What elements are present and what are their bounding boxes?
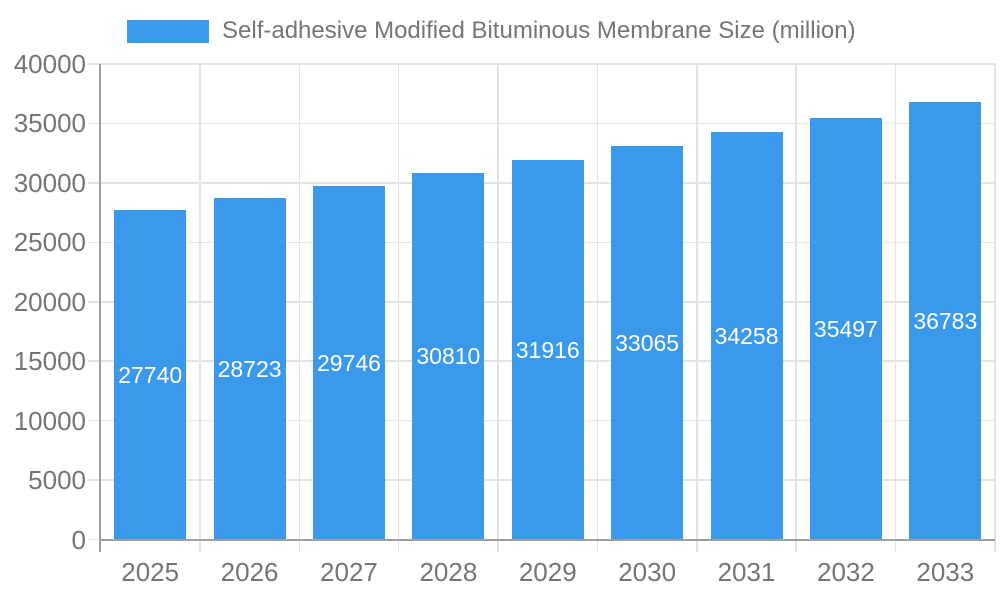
- y-axis-tick-label: 10000: [13, 405, 86, 436]
- y-axis-tick-label: 25000: [13, 227, 86, 258]
- bar-value-label: 29746: [316, 349, 381, 376]
- y-axis-tick-label: 35000: [13, 108, 86, 139]
- x-axis-tick-label: 2028: [419, 557, 478, 587]
- y-axis-tick: [87, 360, 101, 362]
- x-gridline: [795, 64, 797, 552]
- y-axis-tick: [87, 301, 101, 303]
- x-gridline: [298, 64, 301, 552]
- y-gridline: [100, 122, 995, 125]
- bar-value-label: 28723: [217, 355, 282, 382]
- chart-legend[interactable]: Self-adhesive Modified Bituminous Membra…: [127, 16, 856, 46]
- y-axis-tick: [87, 182, 101, 184]
- y-axis-tick-label: 30000: [13, 167, 86, 198]
- x-gridline: [397, 64, 400, 552]
- bar-value-label: 30810: [416, 343, 481, 370]
- bar-2033: 36783: [909, 102, 982, 540]
- bar-2029: 31916: [511, 160, 584, 540]
- x-axis-tick-label: 2027: [320, 557, 378, 587]
- x-gridline: [497, 64, 499, 552]
- y-axis-tick-label: 15000: [13, 346, 86, 377]
- bar-2027: 29746: [312, 185, 385, 540]
- y-axis-tick: [87, 538, 101, 541]
- y-axis-tick: [87, 122, 101, 125]
- x-axis-tick-label: 2033: [916, 557, 975, 587]
- y-axis-tick: [87, 419, 101, 422]
- legend-label: Self-adhesive Modified Bituminous Membra…: [222, 17, 856, 44]
- bar-value-label: 27740: [118, 361, 183, 388]
- bar-value-label: 36783: [913, 307, 978, 334]
- bar-2026: 28723: [213, 198, 286, 540]
- x-axis-tick-label: 2030: [618, 557, 677, 587]
- bar-value-label: 33065: [615, 329, 680, 356]
- bar-2025: 27740: [114, 209, 187, 540]
- x-axis-tick-label: 2031: [717, 557, 776, 587]
- x-axis-tick-label: 2026: [220, 557, 279, 587]
- bar-value-label: 35497: [813, 315, 878, 342]
- legend-swatch: [127, 19, 209, 43]
- x-gridline: [994, 64, 996, 552]
- y-axis-tick-label: 20000: [13, 286, 86, 317]
- bar-2030: 33065: [611, 146, 684, 540]
- x-axis-tick-label: 2032: [816, 557, 875, 587]
- y-axis-tick: [87, 479, 101, 481]
- bar-2032: 35497: [809, 117, 882, 540]
- x-axis-tick-label: 2029: [518, 557, 577, 587]
- bar-value-label: 31916: [515, 336, 580, 363]
- y-axis-tick: [87, 241, 101, 244]
- bar-value-label: 34258: [714, 322, 779, 349]
- bar-2028: 30810: [412, 173, 485, 540]
- y-gridline: [100, 63, 995, 65]
- x-gridline: [199, 64, 201, 552]
- y-axis-tick: [87, 63, 101, 65]
- y-axis-tick-label: 0: [71, 524, 86, 555]
- x-gridline: [596, 64, 599, 552]
- y-axis-tick-label: 5000: [28, 465, 86, 496]
- x-gridline: [894, 64, 897, 552]
- x-gridline: [696, 64, 698, 552]
- y-axis-line: [99, 64, 101, 552]
- x-axis-line: [99, 538, 995, 541]
- bar-2031: 34258: [710, 132, 783, 540]
- y-axis-tick-label: 40000: [13, 49, 86, 79]
- x-axis-tick-label: 2025: [121, 557, 180, 587]
